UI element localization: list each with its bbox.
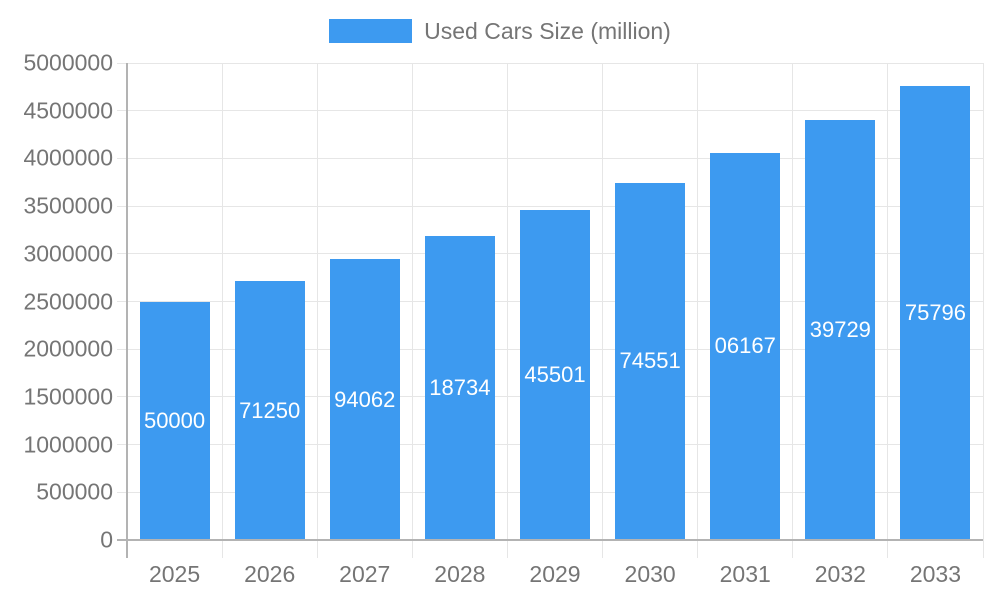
- bar: 75796: [900, 86, 971, 540]
- bar-value-label: 75796: [904, 300, 967, 326]
- grid-line-vertical: [697, 63, 699, 558]
- y-tick-label: 1000000: [23, 431, 113, 458]
- y-tick-label: 500000: [36, 478, 113, 505]
- x-axis-line: [117, 539, 983, 541]
- bar: 39729: [805, 120, 876, 540]
- bar: 06167: [710, 152, 781, 540]
- grid-line-vertical: [316, 63, 318, 558]
- bar-value-label: 74551: [619, 348, 681, 374]
- y-tick-label: 3000000: [23, 240, 113, 267]
- y-tick-mark: [117, 157, 127, 159]
- bar-value-label: 39729: [809, 317, 871, 343]
- bar-value-label: 45501: [524, 362, 586, 388]
- grid-line-vertical: [411, 63, 413, 558]
- legend-swatch[interactable]: [329, 19, 413, 43]
- bar: 45501: [520, 210, 590, 540]
- y-tick-label: 2000000: [23, 335, 113, 362]
- bar: 94062: [329, 259, 400, 540]
- y-tick-mark: [117, 253, 127, 255]
- grid-line-vertical: [221, 63, 223, 558]
- grid-line-horizontal: [127, 205, 983, 207]
- y-tick-label: 1500000: [23, 383, 113, 410]
- grid-line-vertical: [887, 63, 889, 558]
- x-tick-label: 2025: [148, 561, 201, 587]
- bar: 71250: [234, 281, 305, 540]
- y-tick-label: 4000000: [23, 144, 113, 171]
- bar-value-label: 50000: [143, 407, 206, 433]
- y-tick-mark: [117, 62, 127, 64]
- y-tick-mark: [117, 205, 127, 207]
- bar: 74551: [615, 182, 686, 540]
- grid-line-vertical: [506, 63, 508, 558]
- x-tick-label: 2026: [244, 561, 296, 587]
- y-tick-mark: [117, 491, 127, 493]
- y-tick-mark: [117, 110, 127, 112]
- x-tick-label: 2027: [339, 561, 391, 587]
- grid-line-vertical: [602, 63, 604, 558]
- y-tick-mark: [117, 301, 127, 302]
- y-axis-line: [126, 63, 128, 558]
- y-tick-mark: [117, 396, 127, 398]
- bar-value-label: 06167: [714, 333, 776, 359]
- y-tick-label: 5000000: [23, 49, 113, 76]
- grid-line-horizontal: [127, 62, 983, 64]
- y-tick-label: 2500000: [23, 288, 113, 314]
- grid-line-horizontal: [127, 110, 983, 112]
- bar: 50000: [139, 301, 210, 540]
- legend: Used Cars Size (million): [0, 19, 1000, 43]
- x-tick-label: 2032: [814, 561, 866, 587]
- x-tick-label: 2033: [909, 561, 962, 587]
- y-tick-mark: [117, 348, 127, 350]
- bar-value-label: 94062: [334, 386, 396, 412]
- bar-value-label: 71250: [239, 397, 301, 423]
- y-tick-mark: [117, 444, 127, 446]
- y-tick-label: 4500000: [23, 97, 113, 124]
- bar: 18734: [424, 235, 495, 540]
- grid-line-vertical: [982, 63, 984, 558]
- bar-value-label: 18734: [429, 374, 491, 400]
- x-tick-label: 2028: [434, 561, 486, 587]
- grid-line-horizontal: [127, 157, 983, 159]
- grid-line-vertical: [792, 63, 794, 558]
- x-tick-label: 2030: [624, 561, 676, 587]
- y-tick-label: 3500000: [23, 192, 113, 219]
- x-tick-label: 2031: [719, 561, 771, 587]
- y-tick-label: 0: [100, 526, 113, 553]
- legend-label[interactable]: Used Cars Size (million): [424, 18, 671, 44]
- x-tick-label: 2029: [529, 561, 581, 587]
